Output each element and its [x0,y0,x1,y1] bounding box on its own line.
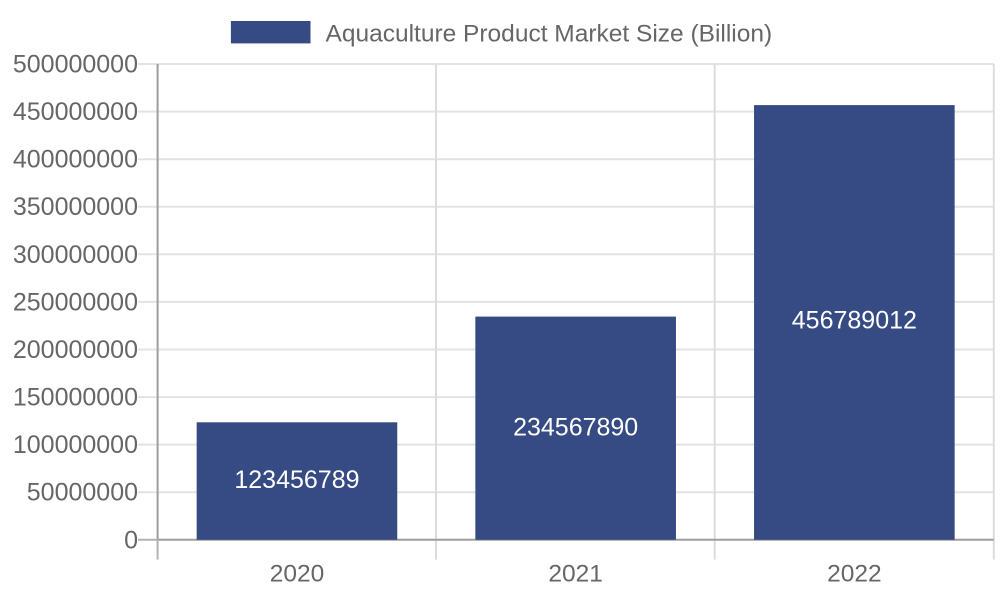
svg-text:234567890: 234567890 [513,413,638,441]
svg-text:123456789: 123456789 [234,466,359,494]
svg-text:100000000: 100000000 [13,431,138,459]
svg-text:2020: 2020 [270,561,325,588]
svg-text:250000000: 250000000 [13,288,138,316]
svg-text:2021: 2021 [548,561,603,588]
svg-text:450000000: 450000000 [13,98,138,126]
svg-text:0: 0 [124,526,138,554]
svg-text:150000000: 150000000 [13,384,138,412]
svg-text:456789012: 456789012 [792,307,917,335]
svg-text:300000000: 300000000 [13,241,138,269]
svg-text:200000000: 200000000 [13,336,138,364]
svg-text:50000000: 50000000 [27,479,138,507]
svg-text:350000000: 350000000 [13,193,138,221]
svg-text:500000000: 500000000 [13,51,138,79]
svg-text:2022: 2022 [827,561,882,588]
svg-text:Aquaculture Product Market Siz: Aquaculture Product Market Size (Billion… [326,21,773,48]
svg-text:400000000: 400000000 [13,146,138,174]
